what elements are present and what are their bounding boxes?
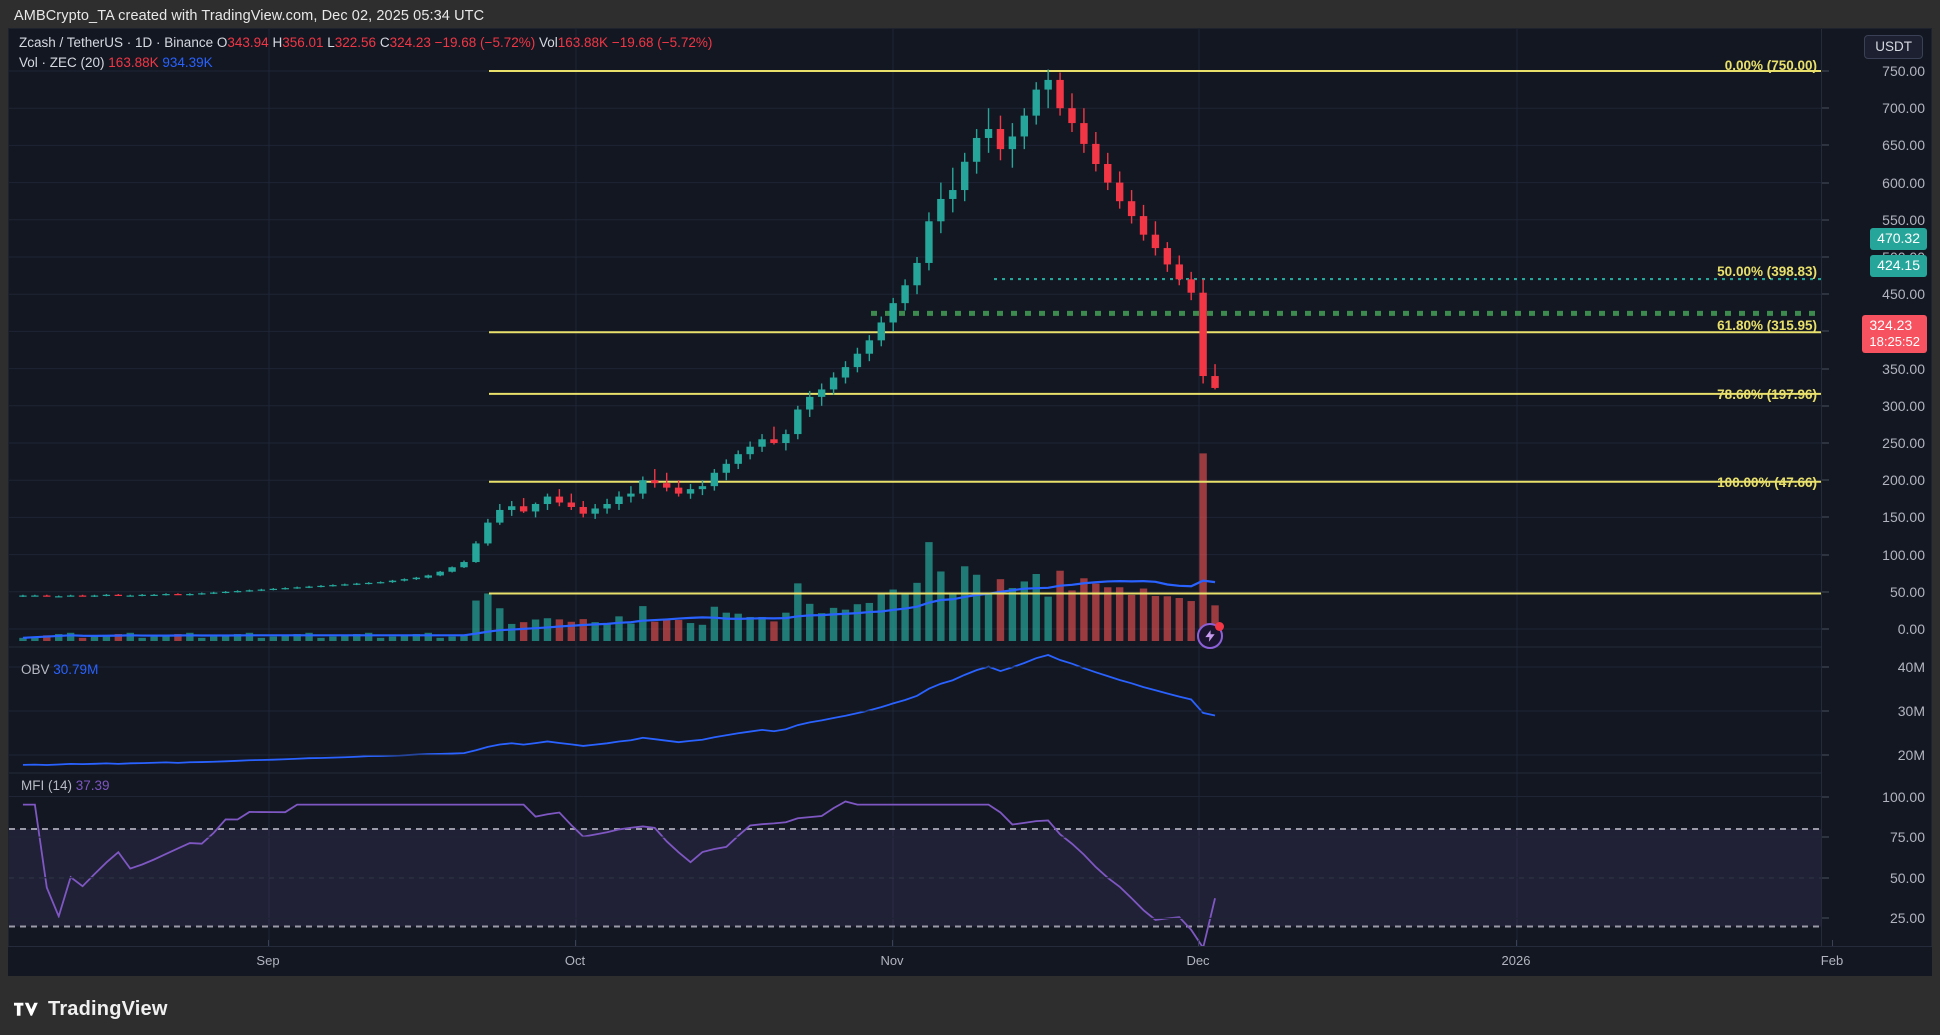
mfi-tick-dash: [1822, 877, 1829, 879]
chart-frame: Zcash / TetherUS · 1D · Binance O343.94 …: [8, 28, 1932, 968]
obv-tick-label: 30M: [1897, 703, 1925, 719]
price-tick-dash: [1822, 628, 1829, 630]
alert-status-dot: [1215, 622, 1224, 631]
attribution-text: AMBCrypto_TA created with TradingView.co…: [14, 8, 485, 24]
price-tick-dash: [1822, 330, 1829, 332]
price-tick-label: 250.00: [1882, 435, 1925, 451]
price-tick-label: 200.00: [1882, 472, 1925, 489]
fib-label-0: 0.00% (750.00): [1724, 58, 1817, 73]
price-tick-label: 550.00: [1882, 211, 1925, 228]
price-tick-dash: [1822, 293, 1829, 295]
time-notch: [1516, 940, 1517, 946]
price-tick-dash: [1822, 256, 1829, 258]
price-badge-470: 470.32: [1870, 227, 1927, 251]
time-notch: [892, 940, 893, 946]
mfi-tick-label: 25.00: [1889, 910, 1925, 927]
mfi-tick-label: 100.00: [1882, 788, 1925, 805]
price-tick-dash: [1822, 442, 1829, 444]
chart-canvas: [9, 29, 1821, 959]
obv-tick-dash: [1822, 710, 1829, 712]
price-tick-label: 600.00: [1882, 174, 1925, 191]
time-tick-label: Feb: [1820, 953, 1844, 968]
price-tick-dash: [1822, 516, 1829, 518]
realtime-alert-marker[interactable]: [1197, 622, 1224, 649]
price-badge-424-value: 424.15: [1877, 256, 1920, 273]
price-tick-label: 700.00: [1882, 100, 1925, 117]
price-scale[interactable]: USDT 750.00700.00650.00600.00550.00500.0…: [1821, 29, 1931, 967]
price-tick-dash: [1822, 144, 1829, 146]
last-price-value: 324.23: [1869, 317, 1913, 334]
price-tick-label: 50.00: [1889, 583, 1925, 600]
currency-chip[interactable]: USDT: [1864, 35, 1923, 59]
mfi-tick-dash: [1822, 836, 1829, 838]
price-tick-dash: [1822, 107, 1829, 109]
time-tick-label: Nov: [880, 953, 904, 968]
mfi-tick-label: 50.00: [1889, 869, 1925, 886]
price-tick-dash: [1822, 479, 1829, 481]
time-notch: [268, 940, 269, 946]
obv-tick-label: 40M: [1897, 659, 1925, 675]
time-notch: [1198, 940, 1199, 946]
obv-tick-label: 20M: [1897, 747, 1925, 763]
price-tick-label: 0.00: [1897, 621, 1925, 637]
time-tick-label: Sep: [256, 953, 280, 968]
price-tick-label: 100.00: [1882, 546, 1925, 563]
bar-countdown: 18:25:52: [1869, 334, 1920, 350]
fib-label-786: 78.60% (197.96): [1717, 387, 1817, 402]
mfi-tick-dash: [1822, 917, 1829, 919]
time-tick-label: Oct: [564, 953, 586, 968]
price-badge-470-value: 470.32: [1877, 229, 1920, 246]
tradingview-wordmark: TradingView: [48, 998, 168, 1020]
fib-label-50: 50.00% (398.83): [1717, 264, 1817, 279]
price-tick-label: 450.00: [1882, 286, 1925, 303]
obv-tick-dash: [1822, 666, 1829, 668]
price-tick-label: 650.00: [1882, 137, 1925, 154]
price-badge-424: 424.15: [1870, 254, 1927, 278]
price-tick-label: 350.00: [1882, 360, 1925, 377]
price-tick-dash: [1822, 219, 1829, 221]
price-tick-dash: [1822, 182, 1829, 184]
tradingview-branding: TradingView: [14, 998, 168, 1021]
time-notch: [575, 940, 576, 946]
last-price-badge: 324.23 18:25:52: [1862, 315, 1927, 353]
price-tick-dash: [1822, 368, 1829, 370]
fib-label-618: 61.80% (315.95): [1717, 318, 1817, 333]
price-tick-dash: [1822, 405, 1829, 407]
obv-tick-dash: [1822, 754, 1829, 756]
time-tick-label: Dec: [1186, 953, 1210, 968]
chart-plot-area[interactable]: Zcash / TetherUS · 1D · Binance O343.94 …: [9, 29, 1821, 967]
mfi-tick-label: 75.00: [1889, 829, 1925, 846]
time-tick-label: 2026: [1501, 953, 1531, 968]
price-tick-dash: [1822, 591, 1829, 593]
price-tick-label: 300.00: [1882, 397, 1925, 414]
price-tick-dash: [1822, 70, 1829, 72]
fib-label-100: 100.00% (47.66): [1717, 475, 1817, 490]
price-tick-label: 150.00: [1882, 509, 1925, 526]
price-tick-label: 750.00: [1882, 63, 1925, 79]
price-tick-dash: [1822, 554, 1829, 556]
mfi-tick-dash: [1822, 796, 1829, 797]
time-axis[interactable]: Sep Oct Nov Dec 2026 Feb: [8, 940, 1932, 976]
time-notch: [1832, 940, 1833, 946]
tradingview-logo-icon: [14, 1002, 38, 1016]
lightning-bolt-icon: [1205, 630, 1215, 642]
